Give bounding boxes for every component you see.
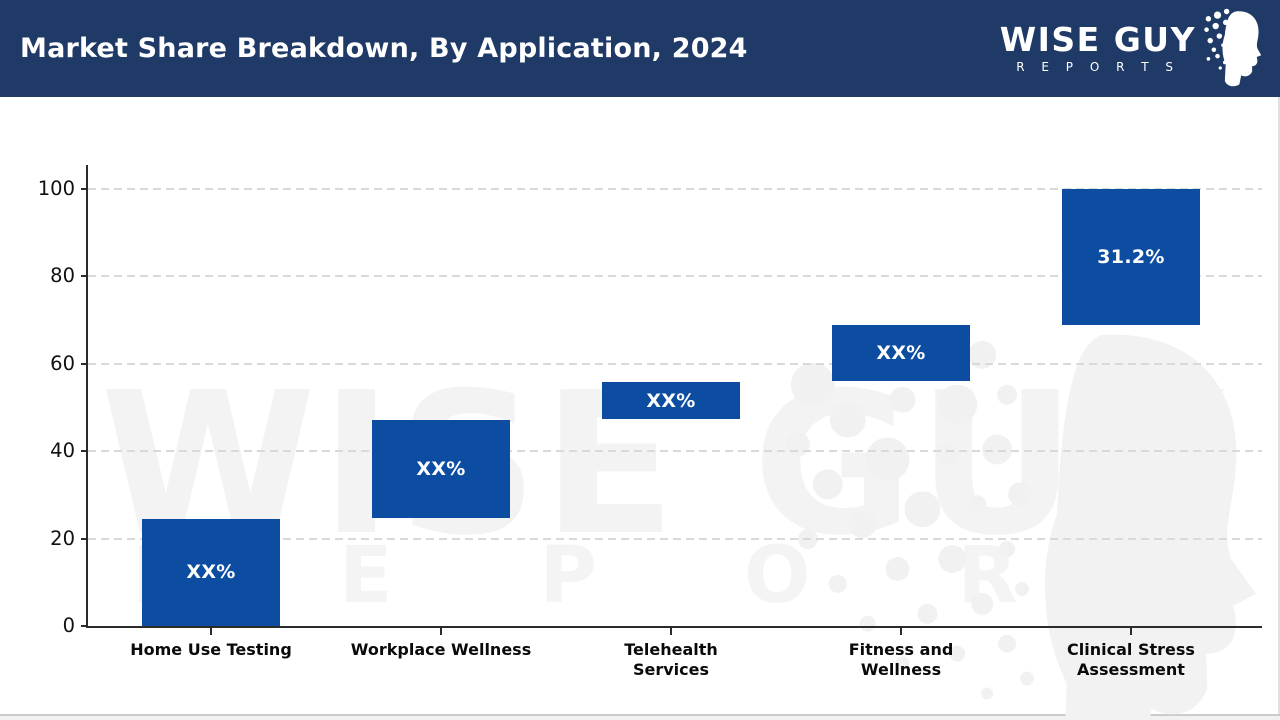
y-tick-label-0: 0 — [62, 614, 75, 637]
y-tick-mark-0 — [81, 625, 88, 627]
y-tick-label-100: 100 — [37, 176, 75, 200]
x-category-label-line: Assessment — [1077, 660, 1185, 680]
x-category-label-line: Workplace Wellness — [350, 640, 532, 659]
y-tick-mark-100 — [81, 187, 88, 190]
right-edge-border — [1278, 97, 1280, 714]
bar-value-label-workplace-wellness: XX% — [416, 458, 466, 481]
x-axis-line — [86, 626, 1262, 628]
bar-fitness-and-wellness: XX% — [832, 325, 970, 381]
x-tick-mark-workplace-wellness — [440, 628, 442, 635]
page-title: Market Share Breakdown, By Application, … — [20, 33, 748, 64]
x-category-label-line: Fitness and — [848, 640, 954, 659]
x-category-label-home-use-testing: Home Use Testing — [94, 640, 328, 660]
x-tick-mark-fitness-and-wellness — [900, 628, 902, 635]
y-tick-label-40: 40 — [50, 439, 75, 463]
bottom-divider — [0, 714, 1280, 716]
header-bar: Market Share Breakdown, By Application, … — [0, 0, 1280, 97]
x-tick-mark-clinical-stress-assessment — [1130, 628, 1132, 635]
gridline-y-40 — [88, 450, 1262, 453]
brand-logo: WISE GUY R E P O R T S — [1000, 6, 1266, 92]
gridline-y-60 — [88, 362, 1262, 365]
x-tick-mark-home-use-testing — [210, 628, 212, 635]
gridline-y-80 — [88, 275, 1262, 278]
brand-logo-text: WISE GUY R E P O R T S — [1000, 23, 1196, 74]
bar-value-label-home-use-testing: XX% — [186, 561, 236, 584]
chart-canvas: WISE GUY R E P O R T S 020406080100XX%Ho… — [0, 97, 1280, 720]
y-tick-mark-20 — [81, 537, 88, 540]
bar-clinical-stress-assessment: 31.2% — [1062, 188, 1200, 326]
x-category-label-line: Wellness — [860, 660, 942, 680]
y-tick-mark-80 — [81, 275, 88, 278]
x-tick-mark-telehealth-services — [670, 628, 672, 635]
x-category-label-telehealth-services: Telehealth Services — [554, 640, 788, 681]
gridline-y-100 — [88, 187, 1262, 190]
x-category-label-clinical-stress-assessment: Clinical Stress Assessment — [1014, 640, 1248, 681]
y-tick-label-20: 20 — [50, 526, 75, 550]
y-tick-mark-40 — [81, 450, 88, 453]
bar-value-label-clinical-stress-assessment: 31.2% — [1097, 245, 1165, 268]
brand-face-icon — [1200, 6, 1266, 92]
y-tick-label-60: 60 — [50, 351, 75, 375]
y-axis-line — [86, 165, 88, 628]
bar-workplace-wellness: XX% — [372, 420, 510, 518]
bar-value-label-telehealth-services: XX% — [646, 389, 696, 412]
y-tick-label-80: 80 — [50, 264, 75, 288]
bar-home-use-testing: XX% — [142, 518, 280, 626]
brand-logo-name: WISE GUY — [999, 20, 1196, 59]
bar-value-label-fitness-and-wellness: XX% — [876, 341, 926, 364]
bottom-margin-strip — [0, 716, 1280, 720]
bar-telehealth-services: XX% — [602, 381, 740, 420]
x-category-label-line: Clinical Stress — [1067, 640, 1195, 659]
x-category-label-line: Home Use Testing — [130, 640, 292, 659]
y-tick-mark-60 — [81, 362, 88, 365]
gridline-y-20 — [88, 537, 1262, 540]
x-category-label-fitness-and-wellness: Fitness and Wellness — [784, 640, 1018, 681]
x-category-label-line: Services — [632, 660, 710, 680]
x-category-label-line: Telehealth — [624, 640, 718, 659]
brand-logo-subtitle: R E P O R T S — [1016, 60, 1180, 74]
x-category-label-workplace-wellness: Workplace Wellness — [324, 640, 558, 660]
